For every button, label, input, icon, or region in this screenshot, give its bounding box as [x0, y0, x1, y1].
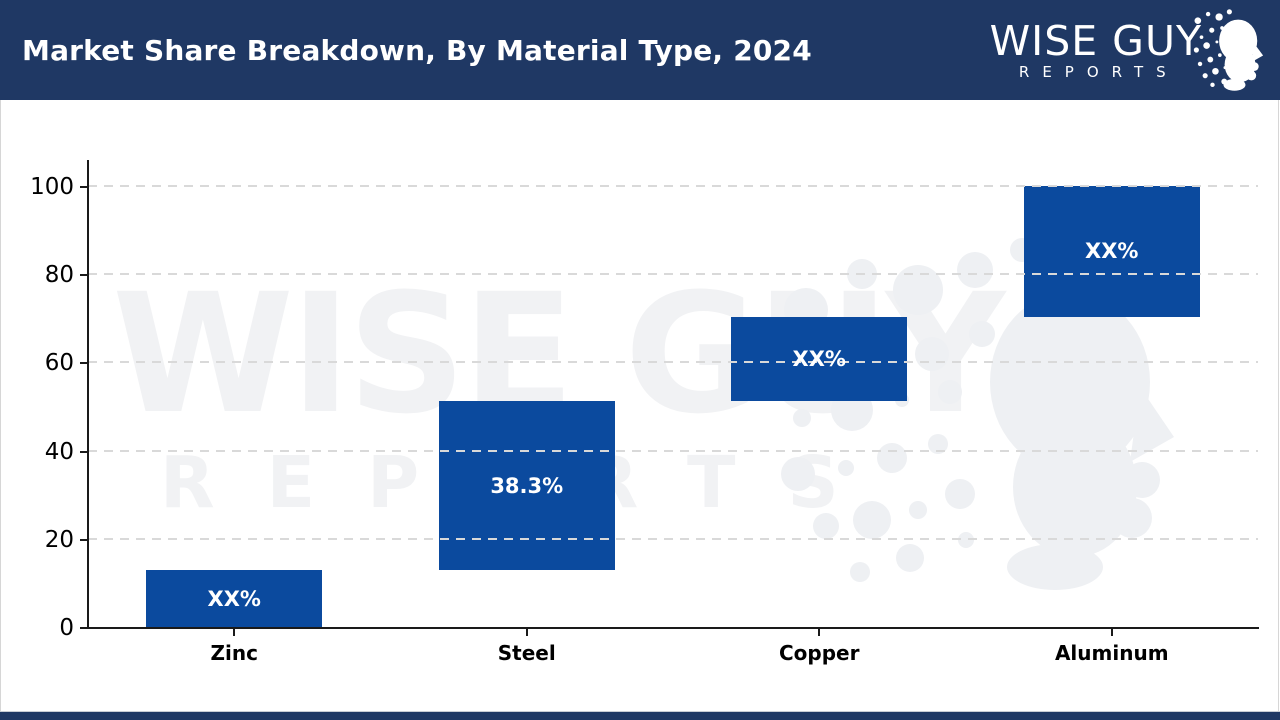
y-tick-20	[80, 538, 87, 541]
gridline-y100	[88, 185, 1258, 187]
y-tick-60	[80, 362, 87, 365]
bar-aluminum	[1023, 186, 1200, 317]
y-tick-label-40: 40	[44, 438, 74, 465]
x-axis-label-zinc: Zinc	[210, 641, 258, 665]
y-tick-label-0: 0	[59, 615, 74, 641]
gridline-y80	[88, 273, 1258, 276]
logo-head-icon	[1193, 9, 1264, 91]
gridline-y40	[88, 449, 1258, 452]
y-tick-label-20: 20	[44, 526, 74, 553]
y-tick-40	[80, 450, 87, 453]
bar-zinc	[146, 570, 323, 627]
gridline-y60	[88, 361, 1258, 364]
y-tick-label-100: 100	[30, 174, 74, 200]
plot-area: WISE GUY REPORTS XX%38.3%XX%XX%020406080…	[0, 100, 1280, 712]
y-tick-80	[80, 274, 87, 277]
x-tick-copper	[818, 629, 821, 636]
y-tick-100	[80, 186, 87, 188]
gridline-y20	[88, 537, 1258, 540]
y-tick-label-60: 60	[44, 350, 74, 377]
x-axis-label-aluminum: Aluminum	[1054, 641, 1169, 665]
image-border-right	[1278, 100, 1279, 711]
bar-label-zinc: XX%	[207, 586, 261, 611]
logo-subtitle: REPORTS	[1018, 62, 1179, 81]
bar-label-aluminum: XX%	[1085, 239, 1139, 264]
bar-label-steel: 38.3%	[490, 473, 564, 498]
x-tick-steel	[525, 629, 528, 636]
logo-wordmark: WISE GUY	[989, 16, 1202, 65]
footer-bar	[0, 712, 1280, 720]
logo-text: WISE GUY REPORTS	[989, 16, 1202, 81]
wiseguy-logo: WISE GUY REPORTS	[990, 0, 1268, 100]
x-axis-label-steel: Steel	[497, 641, 556, 665]
chart-title: Market Share Breakdown, By Material Type…	[22, 33, 812, 67]
footer-hairline	[0, 711, 1280, 712]
x-axis-label-copper: Copper	[779, 641, 860, 665]
bar-label-copper: XX%	[792, 347, 846, 372]
y-tick-label-80: 80	[44, 262, 74, 289]
y-axis-spine	[87, 160, 89, 629]
x-axis-spine	[87, 627, 1259, 629]
x-tick-zinc	[233, 629, 236, 636]
bar-steel	[438, 401, 615, 571]
bar-copper	[731, 316, 908, 402]
y-tick-0	[80, 627, 87, 629]
x-tick-aluminum	[1110, 629, 1113, 636]
header-bar: Market Share Breakdown, By Material Type…	[0, 0, 1280, 100]
image-border-left	[0, 100, 1, 711]
